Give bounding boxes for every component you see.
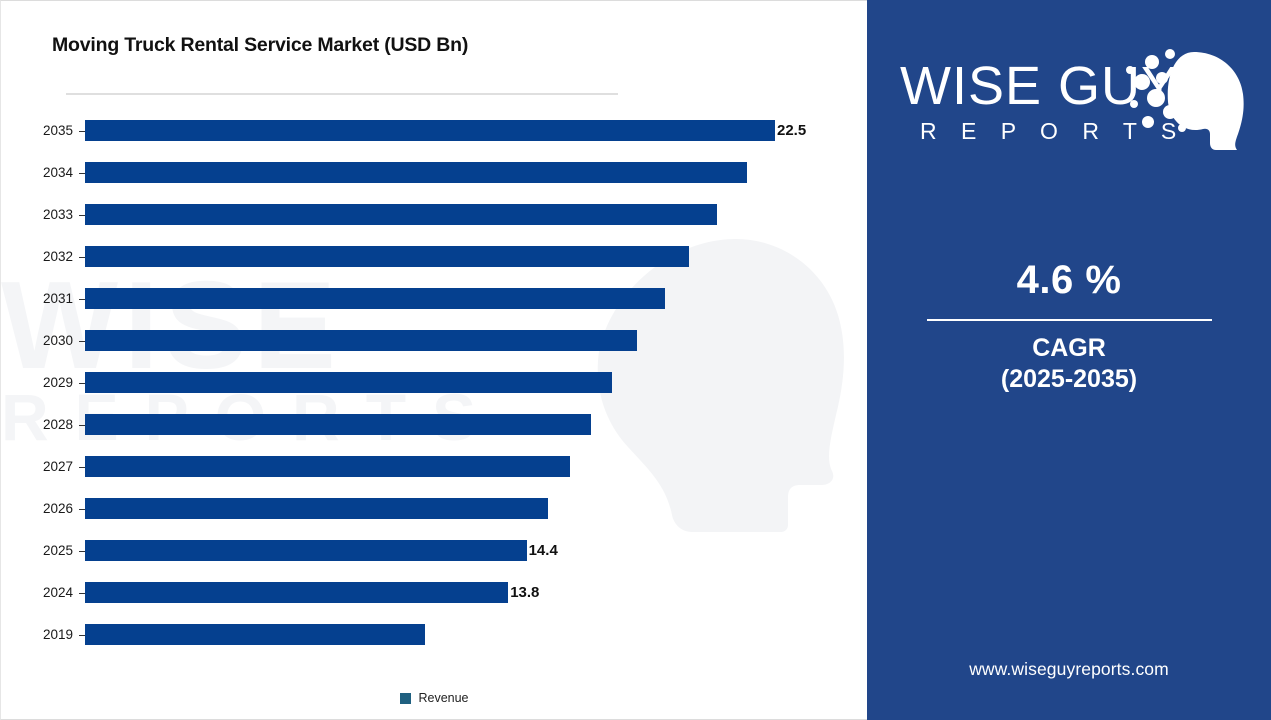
cagr-caption: CAGR (2025-2035) bbox=[1000, 334, 1138, 393]
y-axis-label-2035: 2035 bbox=[42, 123, 73, 138]
y-axis-label-2029: 2029 bbox=[42, 375, 73, 390]
chart-row: 2031 bbox=[1, 288, 867, 309]
y-axis-tick bbox=[79, 550, 85, 552]
bar-2024[interactable] bbox=[85, 582, 509, 603]
bar-2032[interactable] bbox=[85, 246, 690, 267]
y-axis-label-2032: 2032 bbox=[42, 249, 73, 264]
bar-2028[interactable] bbox=[85, 414, 591, 435]
chart-row: 2026 bbox=[1, 498, 867, 519]
y-axis-label-2027: 2027 bbox=[42, 459, 73, 474]
y-axis-tick bbox=[79, 256, 85, 258]
y-axis-label-2019: 2019 bbox=[42, 627, 73, 642]
wiseguy-logo: WISE GUY R E P O R T S bbox=[867, 38, 1271, 158]
chart-row: 2027 bbox=[1, 456, 867, 477]
bar-2026[interactable] bbox=[85, 498, 549, 519]
chart-row: 2033 bbox=[1, 204, 867, 225]
bar-2034[interactable] bbox=[85, 162, 748, 183]
side-panel: WISE GUY R E P O R T S 4.6 % CAGR (2025-… bbox=[867, 0, 1271, 720]
svg-text:R E P O R T S: R E P O R T S bbox=[920, 118, 1185, 144]
cagr-value: 4.6 % bbox=[1016, 258, 1122, 302]
y-axis-label-2024: 2024 bbox=[42, 585, 73, 600]
cagr-block: 4.6 % CAGR (2025-2035) bbox=[867, 258, 1271, 394]
bar-2019[interactable] bbox=[85, 624, 426, 645]
chart-legend: Revenue bbox=[1, 691, 867, 705]
y-axis-tick bbox=[79, 508, 85, 510]
y-axis-tick bbox=[79, 424, 85, 426]
y-axis-tick bbox=[79, 466, 85, 468]
cagr-divider bbox=[926, 319, 1212, 321]
y-axis-label-2034: 2034 bbox=[42, 165, 73, 180]
y-axis-label-2033: 2033 bbox=[42, 207, 73, 222]
y-axis-tick bbox=[79, 382, 85, 384]
y-axis-label-2031: 2031 bbox=[42, 291, 73, 306]
y-axis-label-2026: 2026 bbox=[42, 501, 73, 516]
y-axis-label-2025: 2025 bbox=[42, 543, 73, 558]
bar-value-2024: 13.8 bbox=[510, 584, 540, 601]
chart-panel: WISEREPORTS Moving Truck Rental Service … bbox=[0, 0, 867, 720]
legend-label-revenue: Revenue bbox=[418, 691, 469, 705]
bar-2027[interactable] bbox=[85, 456, 570, 477]
y-axis-tick bbox=[79, 592, 85, 594]
page-title: Moving Truck Rental Service Market (USD … bbox=[52, 34, 469, 56]
y-axis-tick bbox=[79, 634, 85, 636]
legend-swatch-revenue bbox=[400, 692, 412, 704]
chart-row: 2019 bbox=[1, 624, 867, 645]
y-axis-tick bbox=[79, 130, 85, 132]
title-divider bbox=[66, 93, 618, 95]
chart-row: 2030 bbox=[1, 330, 867, 351]
bar-2035[interactable] bbox=[85, 120, 775, 141]
chart-row: 2028 bbox=[1, 414, 867, 435]
y-axis-tick bbox=[79, 172, 85, 174]
chart-row: 2035 22.5 bbox=[1, 120, 867, 141]
bar-2033[interactable] bbox=[85, 204, 717, 225]
bar-2029[interactable] bbox=[85, 372, 613, 393]
bar-value-2025: 14.4 bbox=[528, 542, 558, 559]
bar-2030[interactable] bbox=[85, 330, 637, 351]
website-url[interactable]: www.wiseguyreports.com bbox=[969, 659, 1169, 679]
y-axis-tick bbox=[79, 214, 85, 216]
bar-2025[interactable] bbox=[85, 540, 527, 561]
y-axis-tick bbox=[79, 298, 85, 300]
chart-row: 2029 bbox=[1, 372, 867, 393]
chart-row: 2034 bbox=[1, 162, 867, 183]
chart-row: 2025 14.4 bbox=[1, 540, 867, 561]
chart-row: 2024 13.8 bbox=[1, 582, 867, 603]
y-axis-label-2028: 2028 bbox=[42, 417, 73, 432]
bar-value-2035: 22.5 bbox=[777, 122, 807, 139]
y-axis-tick bbox=[79, 340, 85, 342]
chart-row: 2032 bbox=[1, 246, 867, 267]
bar-chart-plot: 2035 22.5 2034 2033 2032 2031 2030 2029 2028 2027… bbox=[1, 1, 867, 681]
bar-2031[interactable] bbox=[85, 288, 665, 309]
y-axis-label-2030: 2030 bbox=[42, 333, 73, 348]
